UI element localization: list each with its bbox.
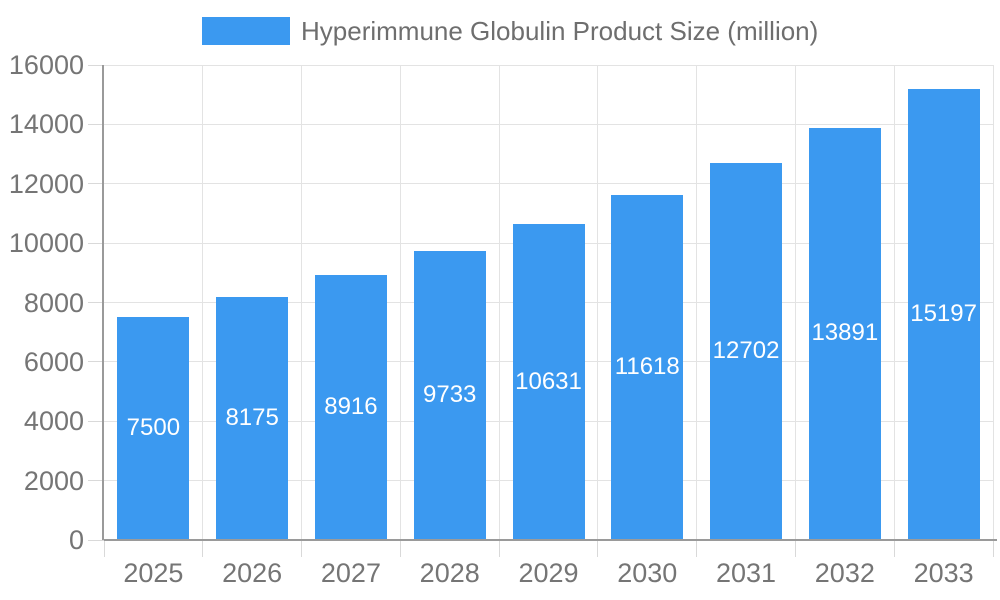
bar-value-label: 12702 (712, 336, 780, 364)
v-gridline (696, 65, 698, 540)
bar-value-label: 8175 (225, 404, 279, 432)
x-axis-label: 2030 (617, 558, 678, 588)
x-axis-label: 2027 (320, 558, 381, 588)
y-tick (88, 539, 104, 541)
v-gridline (794, 65, 796, 540)
y-tick (88, 361, 104, 363)
bar-2027[interactable]: 8916 (314, 275, 387, 539)
x-tick (992, 540, 994, 557)
bar-2032[interactable]: 13891 (808, 127, 881, 539)
v-gridline (202, 65, 204, 540)
v-gridline (893, 65, 895, 540)
v-gridline (597, 65, 599, 540)
bar-value-label: 8916 (324, 393, 378, 421)
y-tick (88, 123, 104, 125)
bar-value-label: 15197 (910, 299, 977, 327)
y-tick (88, 420, 104, 422)
x-axis-label: 2029 (518, 558, 579, 588)
y-axis-label: 2000 (23, 465, 84, 496)
x-tick (103, 540, 105, 557)
y-axis-label: 6000 (23, 346, 84, 377)
bar-2033[interactable]: 15197 (907, 88, 980, 539)
bar-2029[interactable]: 10631 (512, 224, 585, 539)
x-tick (893, 540, 895, 557)
bar-2028[interactable]: 9733 (413, 251, 486, 539)
legend-label: Hyperimmune Globulin Product Size (milli… (301, 16, 819, 46)
x-axis-label: 2033 (913, 558, 974, 588)
y-tick (88, 183, 104, 185)
y-axis-label: 10000 (8, 228, 84, 259)
y-axis-label: 12000 (8, 168, 84, 199)
h-gridline (104, 183, 993, 185)
x-tick (696, 540, 698, 557)
bar-value-label: 13891 (811, 319, 879, 347)
bar-value-label: 10631 (515, 367, 582, 395)
x-tick (794, 540, 796, 557)
v-gridline (399, 65, 401, 540)
h-gridline (104, 123, 993, 125)
bar-value-label: 7500 (126, 414, 181, 442)
bar-value-label: 9733 (423, 381, 477, 409)
x-axis-line (104, 539, 997, 541)
y-tick (88, 64, 104, 66)
y-tick (88, 302, 104, 303)
v-gridline (301, 65, 303, 540)
y-tick (88, 242, 104, 244)
legend[interactable]: Hyperimmune Globulin Product Size (milli… (202, 16, 818, 46)
bar-2030[interactable]: 11618 (611, 195, 684, 539)
y-axis-label: 4000 (23, 406, 84, 437)
y-axis-label: 0 (68, 525, 84, 555)
y-axis-line (102, 65, 104, 540)
y-tick (88, 480, 104, 482)
x-tick (597, 540, 599, 557)
bar-2031[interactable]: 12702 (710, 162, 783, 539)
x-tick (202, 540, 204, 557)
x-axis-label: 2028 (419, 558, 480, 588)
x-axis-label: 2025 (123, 558, 184, 588)
x-axis-label: 2026 (222, 558, 283, 588)
h-gridline (104, 64, 993, 66)
v-gridline (992, 65, 994, 540)
y-axis-label: 16000 (8, 50, 84, 80)
y-axis-label: 8000 (23, 287, 84, 318)
x-tick (301, 540, 303, 557)
x-tick (498, 540, 500, 557)
bar-2025[interactable]: 7500 (117, 317, 190, 539)
legend-swatch (202, 17, 290, 45)
x-tick (399, 540, 401, 557)
v-gridline (498, 65, 500, 540)
y-axis-label: 14000 (8, 109, 84, 140)
bar-value-label: 11618 (614, 353, 680, 381)
x-axis-label: 2031 (716, 558, 777, 588)
x-axis-label: 2032 (814, 558, 875, 588)
bar-2026[interactable]: 8175 (216, 297, 289, 539)
